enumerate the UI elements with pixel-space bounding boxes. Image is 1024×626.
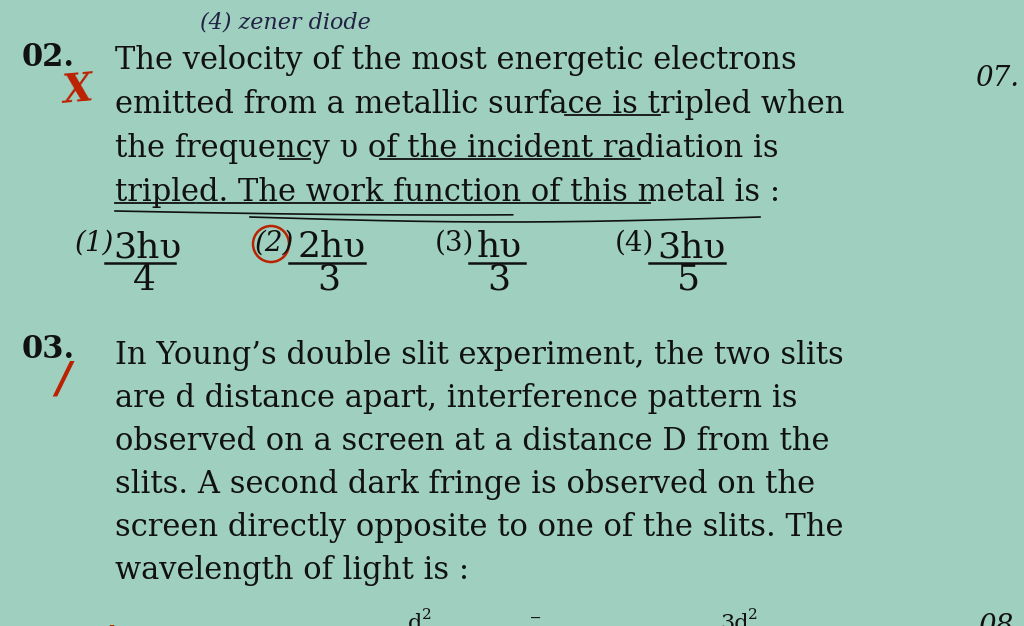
Text: emitted from a metallic surface is tripled when: emitted from a metallic surface is tripl… [115, 89, 845, 120]
Text: hυ: hυ [477, 230, 522, 264]
Text: 3: 3 [317, 263, 340, 297]
Text: In Young’s double slit experiment, the two slits: In Young’s double slit experiment, the t… [115, 340, 844, 371]
Text: tripled. The work function of this metal is :: tripled. The work function of this metal… [115, 177, 780, 208]
Text: 3hυ: 3hυ [657, 230, 725, 264]
Text: observed on a screen at a distance D from the: observed on a screen at a distance D fro… [115, 426, 829, 457]
Text: 07.: 07. [975, 65, 1019, 92]
Text: (1): (1) [75, 230, 115, 257]
Text: (4): (4) [615, 230, 654, 257]
Text: screen directly opposite to one of the slits. The: screen directly opposite to one of the s… [115, 512, 844, 543]
Text: (3): (3) [435, 230, 474, 257]
Text: the frequency υ of the incident radiation is: the frequency υ of the incident radiatio… [115, 133, 778, 164]
Text: 4: 4 [133, 263, 156, 297]
Text: 03.: 03. [22, 334, 75, 365]
Text: X: X [60, 70, 93, 110]
Text: –: – [530, 608, 541, 626]
Text: /: / [95, 622, 111, 626]
Text: 2hυ: 2hυ [297, 230, 366, 264]
Text: d: d [408, 613, 422, 626]
Text: 3: 3 [487, 263, 510, 297]
Text: (2): (2) [255, 230, 294, 257]
Text: The velocity of the most energetic electrons: The velocity of the most energetic elect… [115, 45, 797, 76]
Text: are d distance apart, interference pattern is: are d distance apart, interference patte… [115, 383, 798, 414]
Text: (4) zener diode: (4) zener diode [200, 12, 371, 34]
Text: 3d: 3d [720, 613, 749, 626]
Text: slits. A second dark fringe is observed on the: slits. A second dark fringe is observed … [115, 469, 815, 500]
Text: /: / [55, 358, 71, 400]
Text: 08: 08 [978, 613, 1014, 626]
Text: 5: 5 [677, 263, 700, 297]
Text: 3hυ: 3hυ [113, 230, 181, 264]
Text: 02.: 02. [22, 42, 75, 73]
Text: 2: 2 [422, 608, 432, 622]
Text: 2: 2 [748, 608, 758, 622]
Text: wavelength of light is :: wavelength of light is : [115, 555, 469, 586]
